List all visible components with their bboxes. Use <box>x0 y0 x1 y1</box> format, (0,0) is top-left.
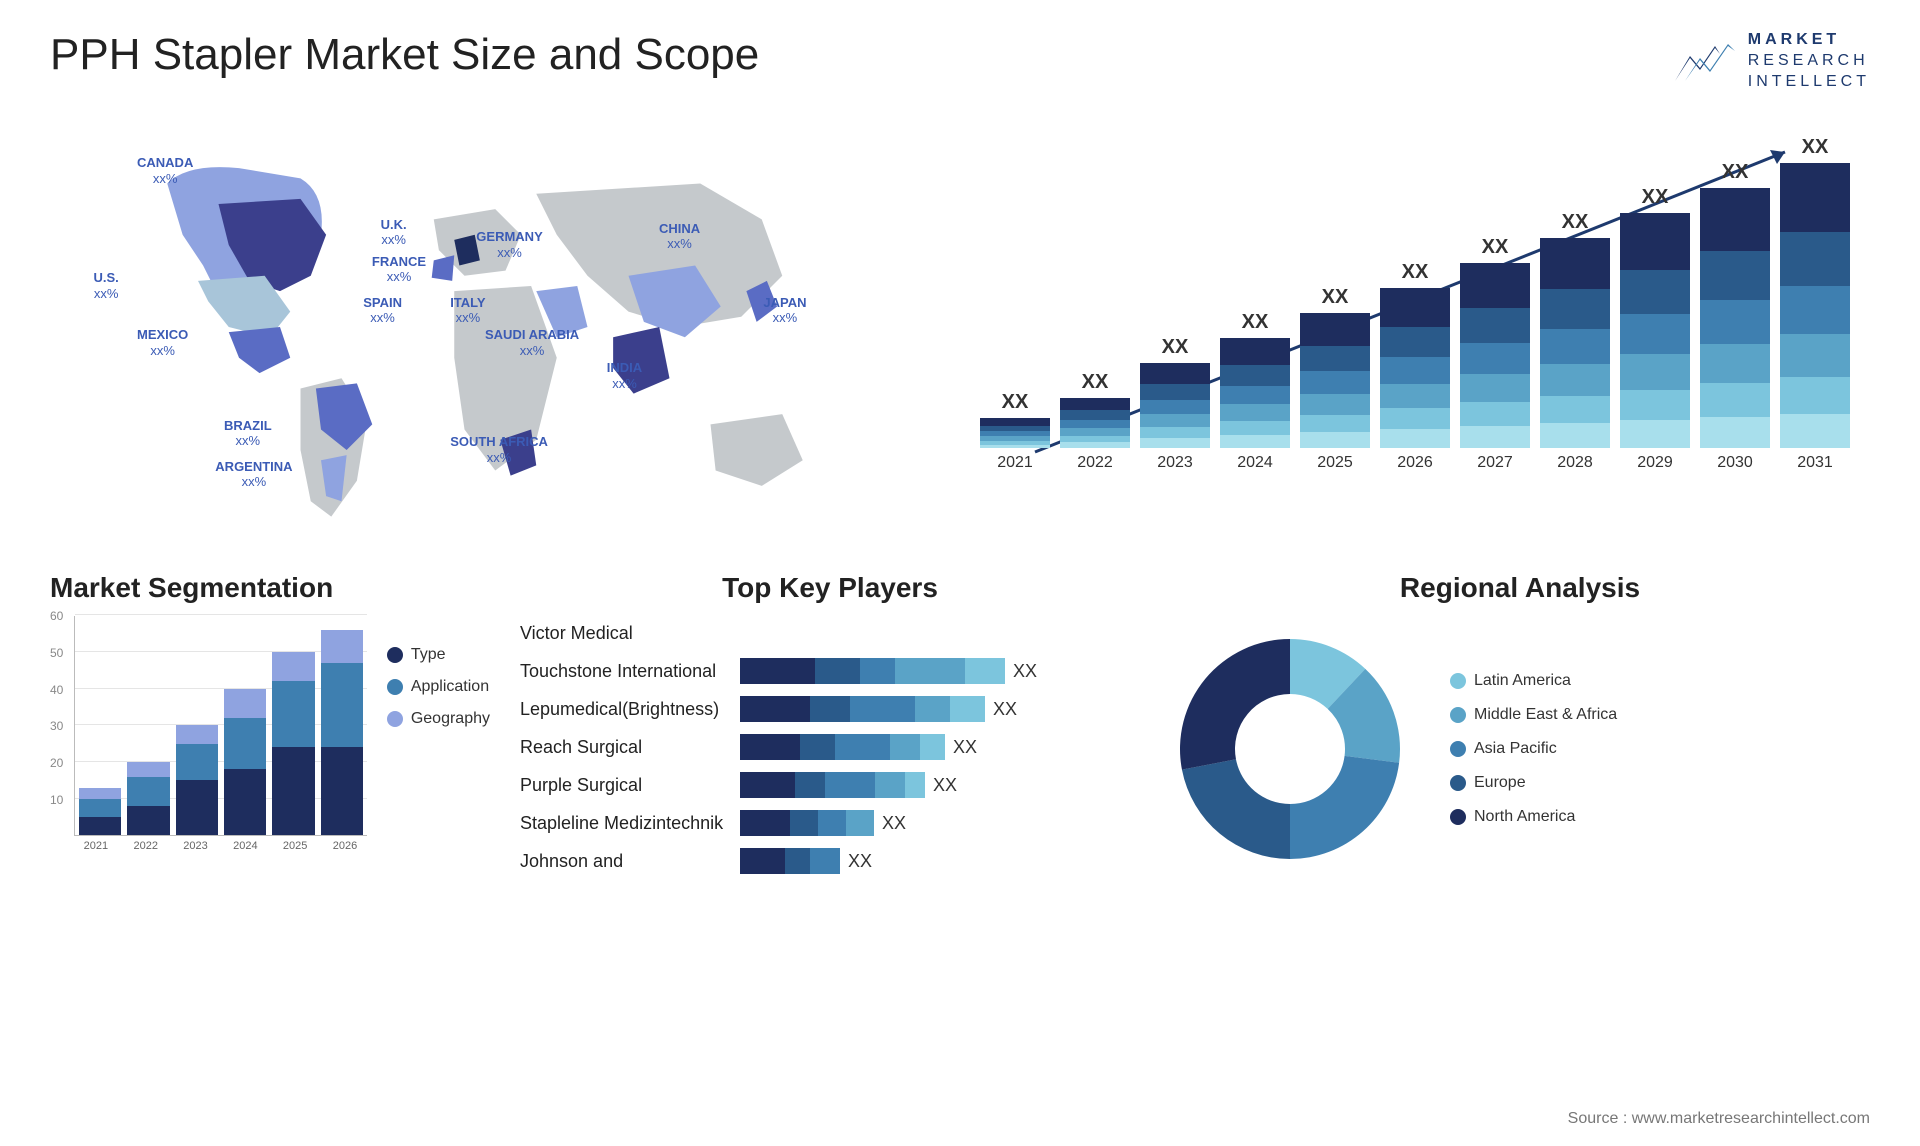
header: PPH Stapler Market Size and Scope MARKET… <box>50 30 1870 92</box>
legend-item: North America <box>1450 808 1617 826</box>
growth-bar: XX2027 <box>1460 236 1530 472</box>
map-label: MEXICOxx% <box>137 327 188 358</box>
seg-bar <box>272 652 314 835</box>
axis-tick: 30 <box>50 719 63 733</box>
page-title: PPH Stapler Market Size and Scope <box>50 30 759 80</box>
legend-item: Geography <box>387 710 490 728</box>
segmentation-legend: Type Application Geography <box>387 616 490 876</box>
seg-year-label: 2022 <box>124 840 168 852</box>
donut-slice <box>1290 756 1399 859</box>
player-row: Reach SurgicalXX <box>520 730 1140 764</box>
map-label: SOUTH AFRICAxx% <box>450 434 548 465</box>
legend-item: Europe <box>1450 774 1617 792</box>
donut-slice <box>1180 639 1290 770</box>
map-label: INDIAxx% <box>607 360 642 391</box>
seg-year-label: 2025 <box>273 840 317 852</box>
growth-bar: XX2029 <box>1620 186 1690 472</box>
axis-tick: 40 <box>50 683 63 697</box>
logo-line1: MARKET <box>1748 30 1870 51</box>
growth-bar: XX2023 <box>1140 336 1210 472</box>
segmentation-chart: 102030405060 202120222023202420252026 Ty… <box>50 616 490 876</box>
players-title: Top Key Players <box>520 572 1140 604</box>
map-label: JAPANxx% <box>763 295 806 326</box>
seg-year-label: 2024 <box>223 840 267 852</box>
player-row: Lepumedical(Brightness)XX <box>520 692 1140 726</box>
map-label: GERMANYxx% <box>476 229 542 260</box>
map-label: U.K.xx% <box>381 217 407 248</box>
growth-bar: XX2024 <box>1220 311 1290 472</box>
legend-item: Latin America <box>1450 672 1617 690</box>
map-label: BRAZILxx% <box>224 418 272 449</box>
map-label: U.S.xx% <box>94 270 119 301</box>
region-legend: Latin America Middle East & Africa Asia Pa… <box>1450 672 1617 826</box>
growth-bar: XX2022 <box>1060 371 1130 472</box>
segmentation-title: Market Segmentation <box>50 572 490 604</box>
logo-icon <box>1670 36 1740 86</box>
seg-bar <box>127 762 169 835</box>
region-panel: Regional Analysis Latin America Middle Ea… <box>1170 572 1870 882</box>
legend-item: Application <box>387 678 490 696</box>
map-label: ITALYxx% <box>450 295 485 326</box>
seg-year-label: 2021 <box>74 840 118 852</box>
growth-bar: XX2025 <box>1300 286 1370 472</box>
growth-bar: XX2021 <box>980 391 1050 472</box>
world-map-panel: CANADAxx% U.S.xx% MEXICOxx% BRAZILxx% ARGENT… <box>50 122 920 532</box>
legend-item: Type <box>387 646 490 664</box>
axis-tick: 60 <box>50 609 63 623</box>
growth-bar: XX2031 <box>1780 136 1850 472</box>
growth-bar: XX2030 <box>1700 161 1770 472</box>
source-text: Source : www.marketresearchintellect.com <box>1568 1110 1870 1128</box>
axis-tick: 10 <box>50 793 63 807</box>
seg-bar <box>224 689 266 836</box>
map-label: ARGENTINAxx% <box>215 459 292 490</box>
seg-bar <box>176 725 218 835</box>
bottom-row: Market Segmentation 10 20 30 40 50 60 2021 202… <box>50 572 1870 882</box>
player-row: Purple SurgicalXX <box>520 768 1140 802</box>
seg-bar <box>79 788 121 836</box>
top-row: CANADAxx% U.S.xx% MEXICOxx% BRAZILxx% ARGENT… <box>50 122 1870 532</box>
region-title: Regional Analysis <box>1170 572 1870 604</box>
map-label: CANADAxx% <box>137 155 193 186</box>
donut-slice <box>1182 760 1290 860</box>
axis-tick: 50 <box>50 646 63 660</box>
growth-chart-panel: XX2021XX2022XX2023XX2024XX2025XX2026XX20… <box>960 122 1870 532</box>
map-label: CHINAxx% <box>659 221 700 252</box>
player-row: Touchstone InternationalXX <box>520 654 1140 688</box>
growth-bar: XX2026 <box>1380 261 1450 472</box>
logo-text: MARKET RESEARCH INTELLECT <box>1748 30 1870 92</box>
players-panel: Top Key Players Victor Medical Touchstone… <box>520 572 1140 882</box>
growth-chart: XX2021XX2022XX2023XX2024XX2025XX2026XX20… <box>980 132 1850 522</box>
player-row: Stapleline MedizintechnikXX <box>520 806 1140 840</box>
seg-year-label: 2023 <box>174 840 218 852</box>
axis-tick: 20 <box>50 756 63 770</box>
region-donut <box>1170 629 1410 869</box>
segmentation-panel: Market Segmentation 10 20 30 40 50 60 2021 202… <box>50 572 490 882</box>
logo-line3: INTELLECT <box>1748 72 1870 93</box>
player-row: Victor Medical <box>520 616 1140 650</box>
map-label: SAUDI ARABIAxx% <box>485 327 579 358</box>
growth-bar: XX2028 <box>1540 211 1610 472</box>
seg-year-label: 2026 <box>323 840 367 852</box>
logo: MARKET RESEARCH INTELLECT <box>1670 30 1870 92</box>
map-label: SPAINxx% <box>363 295 402 326</box>
logo-line2: RESEARCH <box>1748 51 1870 72</box>
map-label: FRANCExx% <box>372 254 426 285</box>
legend-item: Middle East & Africa <box>1450 706 1617 724</box>
legend-item: Asia Pacific <box>1450 740 1617 758</box>
players-list: Victor Medical Touchstone InternationalXX… <box>520 616 1140 878</box>
seg-bar <box>321 630 363 835</box>
player-row: Johnson andXX <box>520 844 1140 878</box>
